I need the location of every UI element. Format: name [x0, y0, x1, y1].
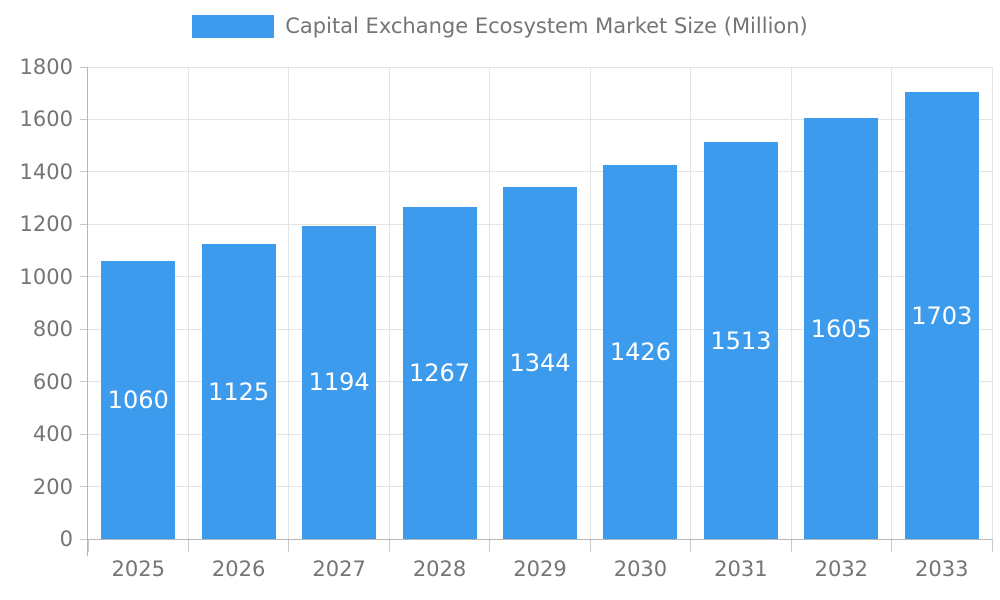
bar-2032[interactable]: 1605 [804, 118, 879, 539]
x-gridline [790, 67, 792, 539]
bar-value-label: 1344 [509, 348, 571, 377]
x-axis-label: 2028 [412, 557, 467, 581]
x-gridline [991, 67, 993, 539]
y-tick [80, 538, 88, 540]
x-tick [891, 539, 893, 552]
x-axis-label: 2031 [714, 557, 768, 581]
y-axis-label: 400 [32, 422, 73, 447]
bar-2025[interactable]: 1060 [101, 261, 176, 539]
y-axis-label: 600 [32, 369, 73, 394]
y-tick [80, 486, 88, 488]
y-gridline [88, 66, 992, 68]
x-gridline [891, 67, 893, 539]
y-axis-label: 200 [32, 474, 73, 499]
bar-value-label: 1267 [409, 358, 471, 387]
y-axis-label: 1600 [19, 107, 73, 132]
y-tick [80, 171, 88, 173]
y-axis-line [87, 67, 88, 556]
y-tick [80, 276, 88, 278]
y-tick [80, 118, 88, 120]
y-tick [80, 328, 88, 330]
legend-swatch [192, 14, 275, 38]
bar-value-label: 1060 [107, 386, 169, 414]
x-axis-label: 2027 [312, 557, 366, 581]
bar-value-label: 1513 [710, 326, 772, 355]
y-gridline [88, 171, 992, 173]
x-axis-label: 2025 [111, 557, 165, 581]
bar-2026[interactable]: 1125 [201, 244, 276, 539]
bar-value-label: 1605 [810, 314, 872, 343]
bar-2031[interactable]: 1513 [703, 142, 778, 539]
x-axis-label: 2030 [613, 557, 668, 581]
y-axis-label: 1800 [19, 55, 73, 79]
bar-2029[interactable]: 1344 [503, 186, 577, 539]
y-tick [80, 223, 88, 225]
x-axis-label: 2032 [814, 557, 869, 581]
y-tick [80, 66, 88, 68]
x-tick [187, 539, 189, 552]
y-tick [80, 433, 88, 435]
bar-value-label: 1703 [911, 301, 973, 330]
bar-2027[interactable]: 1194 [302, 225, 377, 539]
x-tick [589, 539, 591, 552]
x-tick [690, 539, 692, 552]
y-gridline [88, 118, 992, 120]
bar-2028[interactable]: 1267 [402, 206, 477, 539]
y-axis-label: 1000 [19, 264, 73, 289]
x-tick [87, 539, 89, 552]
x-axis-label: 2029 [513, 557, 567, 581]
bar-value-label: 1125 [208, 377, 270, 406]
x-tick [288, 539, 290, 552]
y-axis-label: 1400 [19, 159, 73, 184]
x-gridline [187, 67, 189, 539]
x-axis-label: 2033 [915, 557, 969, 581]
y-axis-label: 0 [59, 527, 73, 551]
x-axis-line [87, 539, 992, 540]
y-tick [80, 381, 88, 383]
x-tick [489, 539, 491, 552]
bar-value-label: 1194 [308, 368, 370, 397]
y-axis-label: 1200 [19, 212, 73, 237]
y-axis-label: 800 [32, 317, 73, 342]
x-tick [790, 539, 792, 552]
x-gridline [388, 67, 390, 539]
x-gridline [690, 67, 692, 539]
bar-value-label: 1426 [609, 338, 671, 367]
x-gridline [489, 67, 491, 539]
x-axis-label: 2026 [211, 557, 266, 581]
x-gridline [288, 67, 290, 539]
x-tick [991, 539, 993, 552]
x-tick [388, 539, 390, 552]
chart-title: Capital Exchange Ecosystem Market Size (… [285, 14, 808, 38]
bar-2033[interactable]: 1703 [904, 92, 979, 539]
x-gridline [589, 67, 591, 539]
bar-2030[interactable]: 1426 [603, 165, 678, 539]
legend[interactable]: Capital Exchange Ecosystem Market Size (… [0, 14, 1000, 38]
